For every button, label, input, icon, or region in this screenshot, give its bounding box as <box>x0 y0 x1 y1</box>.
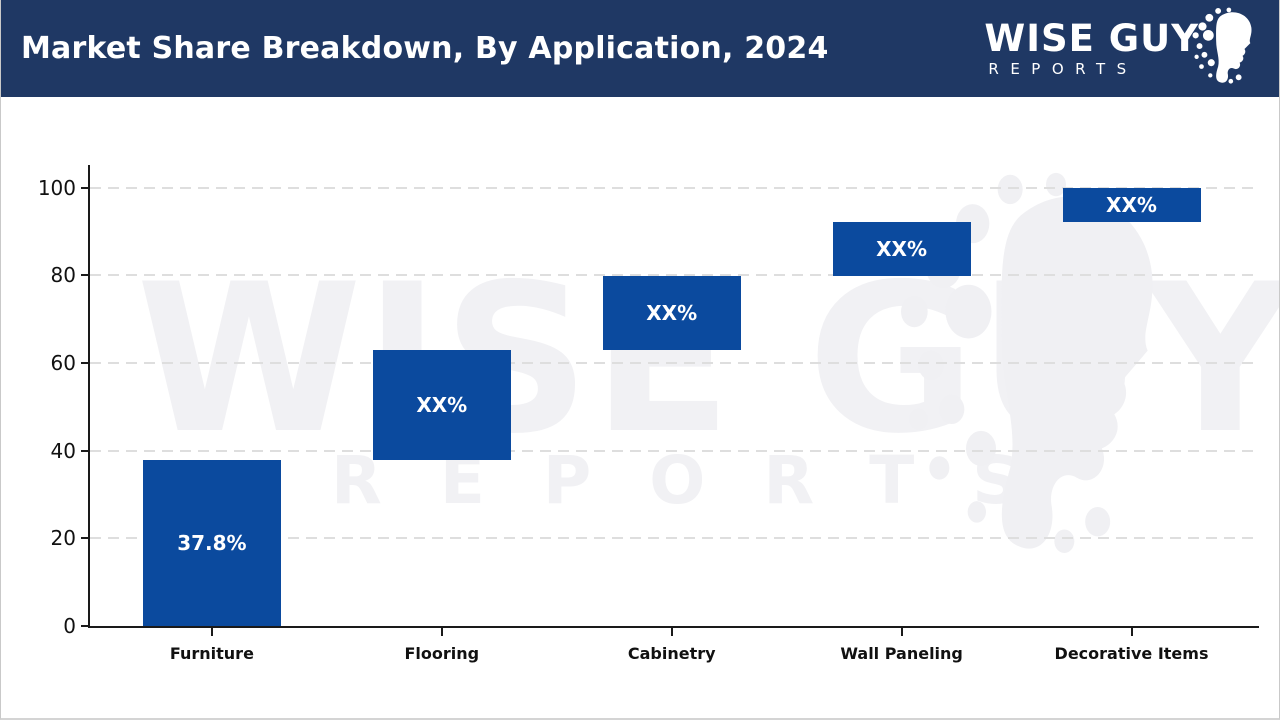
y-axis-line <box>88 165 90 628</box>
bar-value-label: 37.8% <box>177 531 247 556</box>
bar-wall-paneling: XX% <box>832 221 971 277</box>
bar-value-label: XX% <box>646 300 698 325</box>
x-axis-label-2: Cabinetry <box>627 644 716 663</box>
y-axis-label-100: 100 <box>37 175 76 200</box>
page-title: Market Share Breakdown, By Application, … <box>21 31 829 66</box>
x-axis-label-4: Decorative Items <box>1054 644 1209 663</box>
y-axis-tick-60 <box>81 361 89 364</box>
gridline-60 <box>90 361 1259 364</box>
logo-face-icon <box>1192 7 1252 84</box>
gridline-20 <box>90 537 1259 540</box>
y-axis-tick-100 <box>81 186 89 189</box>
header-bar: Market Share Breakdown, By Application, … <box>1 0 1279 97</box>
y-axis-label-60: 60 <box>50 350 76 375</box>
y-axis-label-20: 20 <box>50 526 76 551</box>
waterfall-chart: 0 20 40 60 80 100 37.8% Furniture XX% Flooring XX%… <box>1 97 1279 718</box>
bar-value-label: XX% <box>416 392 468 417</box>
x-axis-tick-3 <box>900 628 903 636</box>
y-axis-label-40: 40 <box>50 438 76 463</box>
x-axis-label-3: Wall Paneling <box>840 644 963 663</box>
bar-furniture: 37.8% <box>142 460 281 626</box>
x-axis-tick-2 <box>670 628 673 636</box>
bar-decorative-items: XX% <box>1062 187 1201 222</box>
x-axis-line <box>88 626 1259 628</box>
x-axis-tick-1 <box>440 628 443 636</box>
gridline-40 <box>90 449 1259 452</box>
wise-guy-reports-logo: WISE GUY REPORTS <box>984 6 1259 92</box>
bar-flooring: XX% <box>372 349 511 461</box>
y-axis-tick-0 <box>81 625 89 627</box>
x-axis-tick-4 <box>1130 628 1133 636</box>
logo-wiseguy-label: WISE GUY <box>984 16 1199 60</box>
bar-value-label: XX% <box>876 236 928 261</box>
x-axis-label-1: Flooring <box>404 644 480 663</box>
y-axis-tick-40 <box>81 449 89 452</box>
y-axis-label-80: 80 <box>50 263 76 288</box>
x-axis-label-0: Furniture <box>169 644 254 663</box>
gridline-100 <box>90 186 1259 189</box>
gridline-80 <box>90 274 1259 277</box>
y-axis-tick-80 <box>81 274 89 277</box>
logo-text: WISE GUY REPORTS <box>984 20 1199 78</box>
x-axis-tick-0 <box>210 628 213 636</box>
logo-reports-label: REPORTS <box>988 59 1138 78</box>
bar-value-label: XX% <box>1106 192 1157 217</box>
bar-cabinetry: XX% <box>602 276 741 350</box>
y-axis-label-0: 0 <box>63 614 76 638</box>
y-axis-tick-20 <box>81 537 89 540</box>
